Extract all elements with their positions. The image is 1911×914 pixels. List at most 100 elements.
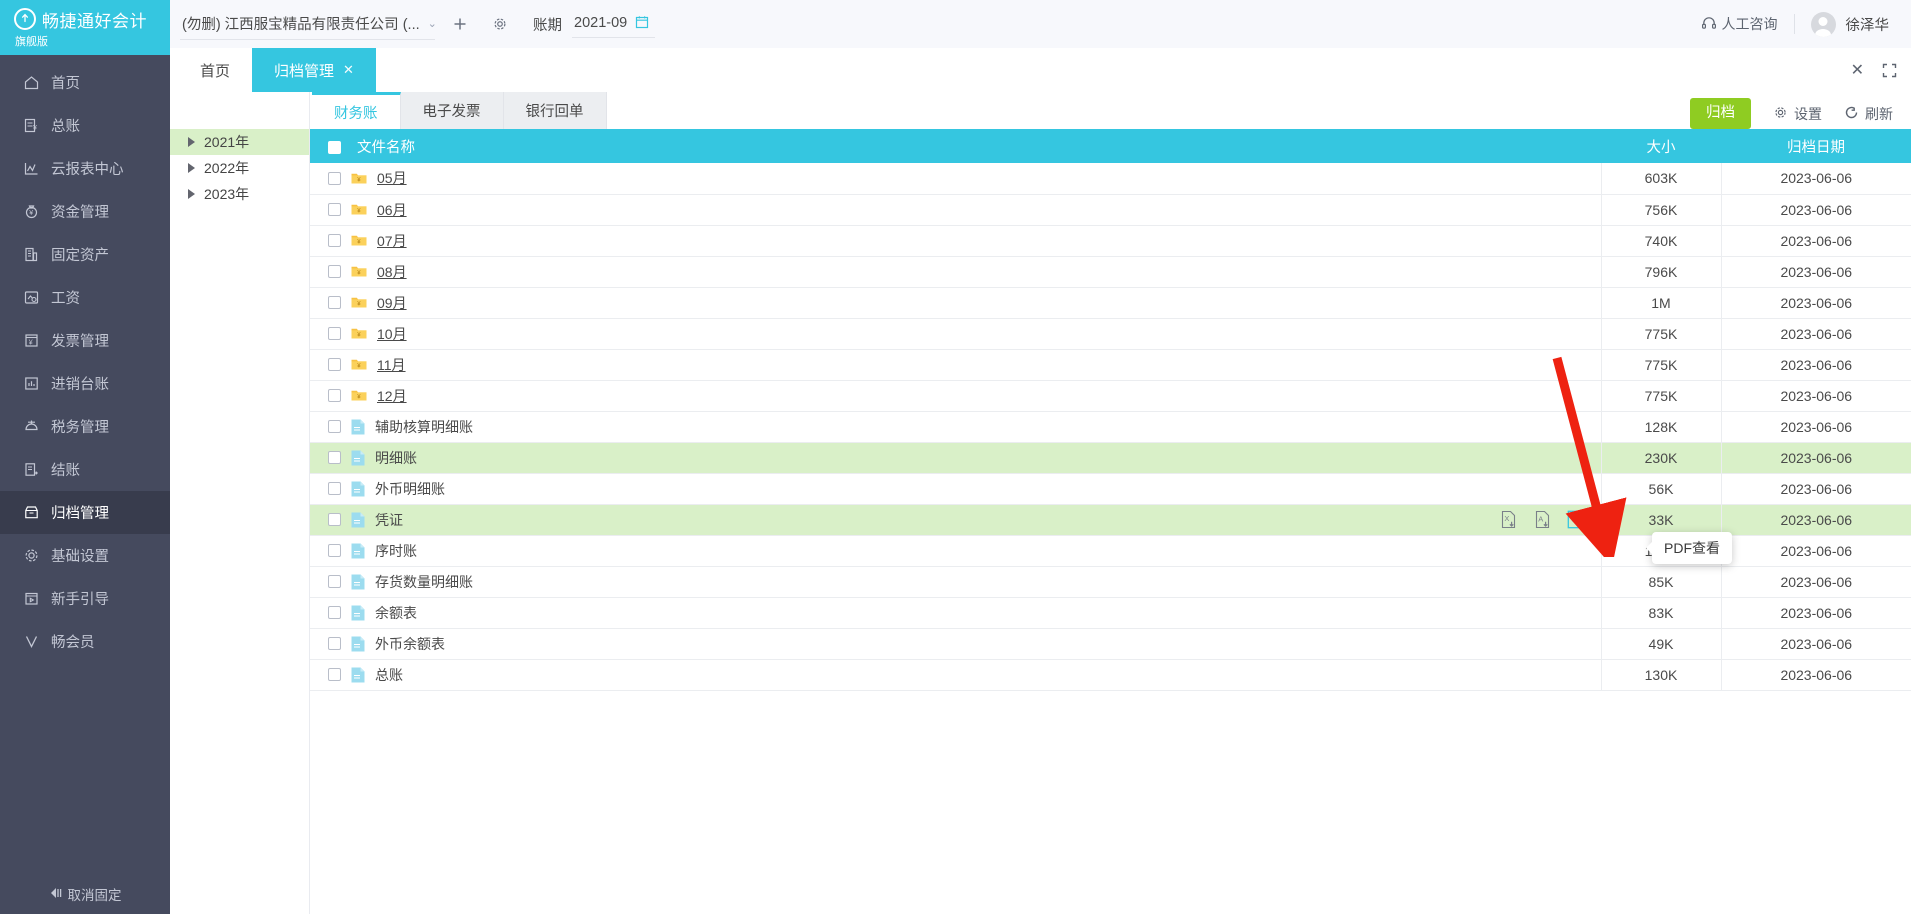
file-name-label[interactable]: 06月 xyxy=(377,201,407,218)
table-row[interactable]: ¥07月 740K 2023-06-06 xyxy=(310,225,1911,257)
pdf-download-icon[interactable]: A xyxy=(1533,510,1553,530)
table-row[interactable]: ¥09月 1M 2023-06-06 xyxy=(310,287,1911,319)
window-controls: ✕ xyxy=(1851,48,1897,92)
row-checkbox[interactable] xyxy=(328,544,341,557)
cell-file-name: ¥05月 xyxy=(310,163,1602,195)
tree-node-2023[interactable]: 2023年 xyxy=(170,181,309,207)
file-name-label[interactable]: 10月 xyxy=(377,325,407,342)
table-row[interactable]: ¥11月 775K 2023-06-06 xyxy=(310,349,1911,381)
add-account-button[interactable] xyxy=(445,9,475,39)
sidebar-item-fixed-assets[interactable]: 固定资产 xyxy=(0,233,170,276)
table-row[interactable]: ¥08月 796K 2023-06-06 xyxy=(310,256,1911,288)
chevron-right-icon[interactable] xyxy=(188,163,195,173)
table-row[interactable]: 存货数量明细账 85K 2023-06-06 xyxy=(310,566,1911,598)
tab-home[interactable]: 首页 xyxy=(178,48,252,92)
chevron-right-icon[interactable] xyxy=(188,189,195,199)
content-area: 2021年 2022年 2023年 财务账 xyxy=(170,92,1911,914)
fullscreen-icon[interactable] xyxy=(1882,63,1897,78)
user-menu[interactable]: 徐泽华 xyxy=(1810,11,1889,37)
table-row[interactable]: 外币余额表 49K 2023-06-06 xyxy=(310,628,1911,660)
table-row[interactable]: 外币明细账 56K 2023-06-06 xyxy=(310,473,1911,505)
sidebar-label: 基础设置 xyxy=(51,549,109,565)
table-row[interactable]: ¥10月 775K 2023-06-06 xyxy=(310,318,1911,350)
row-checkbox[interactable] xyxy=(328,451,341,464)
select-all-checkbox[interactable] xyxy=(328,141,341,155)
excel-download-icon[interactable]: X xyxy=(1499,510,1519,530)
row-checkbox[interactable] xyxy=(328,482,341,495)
support-button[interactable]: 人工咨询 xyxy=(1701,14,1778,34)
row-checkbox[interactable] xyxy=(328,203,341,216)
sidebar-item-invoice[interactable]: ¥ 发票管理 xyxy=(0,319,170,362)
tab-archive-management[interactable]: 归档管理 ✕ xyxy=(252,48,376,92)
sidebar-item-basic-settings[interactable]: 基础设置 xyxy=(0,534,170,577)
row-checkbox[interactable] xyxy=(328,420,341,433)
file-name-label[interactable]: 08月 xyxy=(377,263,407,280)
chevron-down-icon: ⌄ xyxy=(428,17,435,30)
row-checkbox[interactable] xyxy=(328,606,341,619)
row-checkbox[interactable] xyxy=(328,296,341,309)
tab-financial-books[interactable]: 财务账 xyxy=(312,92,401,129)
headset-icon xyxy=(1701,15,1717,34)
brand-logo[interactable]: 畅捷通好会计 旗舰版 xyxy=(0,0,170,55)
sub-tab-label: 财务账 xyxy=(334,105,378,122)
sidebar-item-home[interactable]: 首页 xyxy=(0,61,170,104)
table-row[interactable]: 余额表 83K 2023-06-06 xyxy=(310,597,1911,629)
sidebar-item-ledger[interactable]: ¥ 总账 xyxy=(0,104,170,147)
main-area: (勿删) 江西服宝精品有限责任公司 (... ⌄ 账期 2021-09 xyxy=(170,0,1911,914)
sidebar-label: 资金管理 xyxy=(51,205,109,221)
account-settings-button[interactable] xyxy=(485,9,515,39)
tab-bank-receipt[interactable]: 银行回单 xyxy=(503,92,607,129)
tab-e-invoice[interactable]: 电子发票 xyxy=(400,92,504,129)
file-name-label[interactable]: 09月 xyxy=(377,294,407,311)
cell-file-size: 756K xyxy=(1601,194,1722,226)
row-checkbox[interactable] xyxy=(328,637,341,650)
sidebar-item-stock-ledger[interactable]: 进销台账 xyxy=(0,362,170,405)
sidebar-label: 工资 xyxy=(51,291,80,307)
row-checkbox[interactable] xyxy=(328,668,341,681)
chevron-right-icon[interactable] xyxy=(188,137,195,147)
settings-label: 设置 xyxy=(1794,105,1822,122)
table-row[interactable]: 明细账 230K 2023-06-06 xyxy=(310,442,1911,474)
table-row[interactable]: ¥05月 603K 2023-06-06 xyxy=(310,163,1911,195)
row-checkbox[interactable] xyxy=(328,389,341,402)
row-checkbox[interactable] xyxy=(328,575,341,588)
stock-icon xyxy=(22,375,40,393)
table-row[interactable]: 总账 130K 2023-06-06 xyxy=(310,659,1911,691)
sidebar-item-closing[interactable]: 结账 xyxy=(0,448,170,491)
tree-node-2021[interactable]: 2021年 xyxy=(170,129,309,155)
period-picker[interactable]: 2021-09 xyxy=(572,11,656,38)
settings-button[interactable]: 设置 xyxy=(1773,104,1822,124)
table-row[interactable]: ¥12月 775K 2023-06-06 xyxy=(310,380,1911,412)
sidebar-label: 新手引导 xyxy=(51,592,109,608)
file-name-label[interactable]: 07月 xyxy=(377,232,407,249)
sidebar-item-vip[interactable]: 畅会员 xyxy=(0,620,170,663)
row-checkbox[interactable] xyxy=(328,171,341,185)
table-row[interactable]: 凭证 X A 33K 2023-06-06 xyxy=(310,504,1911,536)
table-row[interactable]: ¥06月 756K 2023-06-06 xyxy=(310,194,1911,226)
row-checkbox[interactable] xyxy=(328,358,341,371)
archive-button[interactable]: 归档 xyxy=(1690,98,1751,129)
sidebar-item-payroll[interactable]: 工资 xyxy=(0,276,170,319)
sidebar-item-archive[interactable]: 归档管理 xyxy=(0,491,170,534)
sidebar-item-funds[interactable]: ¥ 资金管理 xyxy=(0,190,170,233)
row-checkbox[interactable] xyxy=(328,327,341,340)
sidebar-item-beginner-guide[interactable]: 新手引导 xyxy=(0,577,170,620)
row-checkbox[interactable] xyxy=(328,513,341,526)
sidebar-item-cloud-reports[interactable]: 云报表中心 xyxy=(0,147,170,190)
tree-node-2022[interactable]: 2022年 xyxy=(170,155,309,181)
pdf-preview-search-icon[interactable] xyxy=(1567,510,1587,530)
file-name-label[interactable]: 12月 xyxy=(377,387,407,404)
company-selector[interactable]: (勿删) 江西服宝精品有限责任公司 (... ⌄ xyxy=(180,9,435,40)
file-name-label[interactable]: 05月 xyxy=(377,170,407,187)
cell-file-name: 外币明细账 xyxy=(310,473,1602,505)
row-checkbox[interactable] xyxy=(328,234,341,247)
row-checkbox[interactable] xyxy=(328,265,341,278)
table-row[interactable]: 辅助核算明细账 128K 2023-06-06 xyxy=(310,411,1911,443)
sidebar-item-tax[interactable]: 税务管理 xyxy=(0,405,170,448)
tab-close-icon[interactable]: ✕ xyxy=(343,62,354,77)
cell-archive-date: 2023-06-06 xyxy=(1721,349,1911,381)
file-name-label[interactable]: 11月 xyxy=(377,356,406,373)
close-icon[interactable]: ✕ xyxy=(1850,62,1864,79)
sidebar-collapse-toggle[interactable]: 取消固定 xyxy=(0,874,170,914)
refresh-button[interactable]: 刷新 xyxy=(1844,104,1893,124)
